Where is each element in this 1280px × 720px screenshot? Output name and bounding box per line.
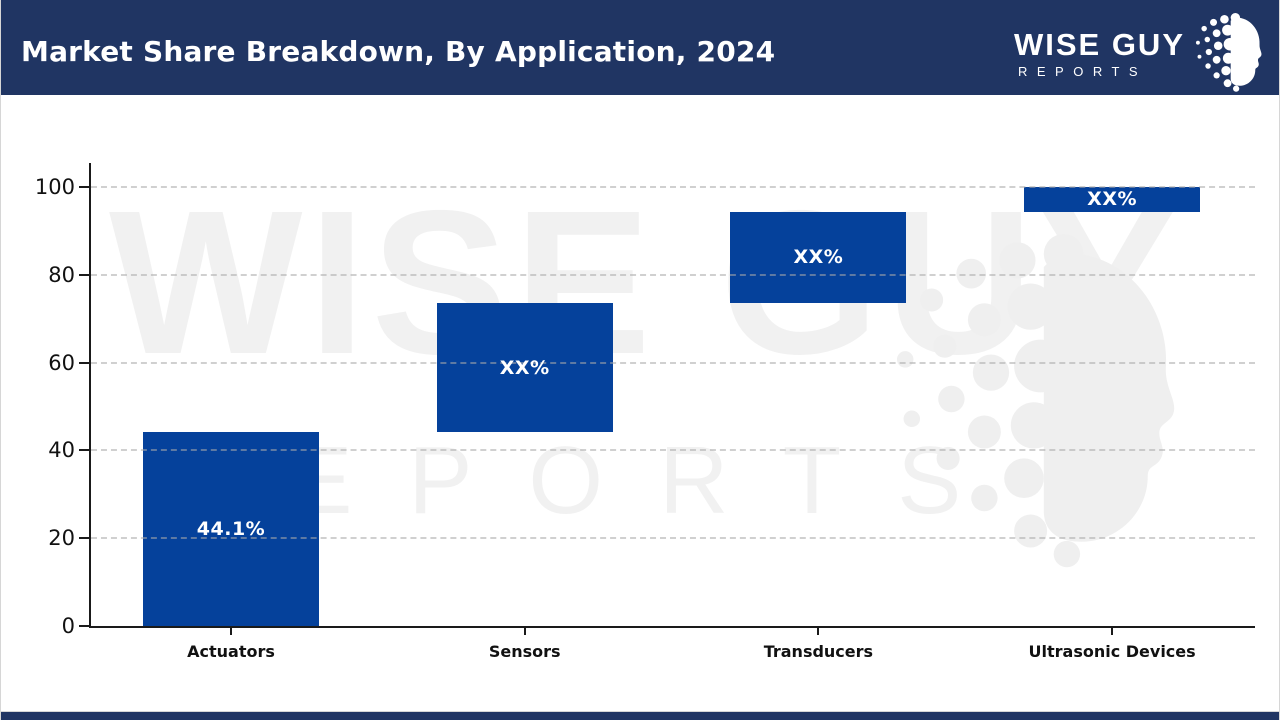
y-tick-mark <box>79 625 89 627</box>
watermark-head-icon <box>896 234 1175 568</box>
y-tick-mark <box>79 449 89 452</box>
category-label-actuators: Actuators <box>187 642 275 661</box>
x-axis-line <box>89 626 1255 628</box>
gridline-20 <box>91 537 1255 540</box>
page-title: Market Share Breakdown, By Application, … <box>21 35 776 68</box>
brand-logo: WISE GUY REPORTS <box>1014 11 1265 93</box>
brand-subtitle: REPORTS <box>1017 63 1148 79</box>
x-tick-mark <box>230 628 232 635</box>
y-tick-mark <box>79 273 89 276</box>
gridline-40 <box>91 449 1255 452</box>
y-tick-label: 20 <box>48 526 75 551</box>
bar-value-label-transducers: XX% <box>793 246 844 269</box>
brand-head-icon <box>1195 12 1262 92</box>
y-tick-label: 0 <box>61 614 75 638</box>
bar-transducers <box>730 211 907 304</box>
brand-logo-text: WISE GUY REPORTS <box>1014 29 1185 79</box>
category-label-sensors: Sensors <box>488 642 561 661</box>
y-axis-line <box>89 163 91 628</box>
y-tick-label: 100 <box>34 175 75 199</box>
bar-ultrasonic-devices <box>1024 187 1201 212</box>
y-tick-mark <box>79 361 89 364</box>
x-tick-mark <box>523 628 526 635</box>
y-tick-label: 40 <box>48 438 75 463</box>
gridline-100 <box>91 186 1255 188</box>
bar-value-label-sensors: XX% <box>499 356 550 379</box>
bar-sensors <box>436 303 613 433</box>
footer-bar <box>1 712 1279 720</box>
bar-value-label-actuators: 44.1% <box>196 518 266 541</box>
category-label-transducers: Transducers <box>763 642 874 661</box>
x-tick-mark <box>817 628 820 635</box>
header-bar: Market Share Breakdown, By Application, … <box>1 0 1279 95</box>
brand-wordmark: WISE GUY <box>1013 26 1185 62</box>
y-tick-label: 60 <box>48 350 75 375</box>
y-tick-mark <box>79 186 89 188</box>
watermark-wordmark: WISE GUY <box>109 168 1183 397</box>
bar-actuators <box>143 432 319 626</box>
y-tick-mark <box>79 537 89 540</box>
chart-area: WISE GUY REPORTS 0 20 40 60 80 100 44.1% Actuat… <box>1 95 1279 712</box>
x-tick-mark <box>1111 628 1114 635</box>
category-label-ultrasonic-devices: Ultrasonic Devices <box>1028 642 1196 661</box>
bar-value-label-ultrasonic-devices: XX% <box>1087 188 1138 211</box>
gridline-80 <box>91 273 1255 276</box>
gridline-60 <box>91 361 1255 364</box>
y-tick-label: 80 <box>48 262 75 287</box>
